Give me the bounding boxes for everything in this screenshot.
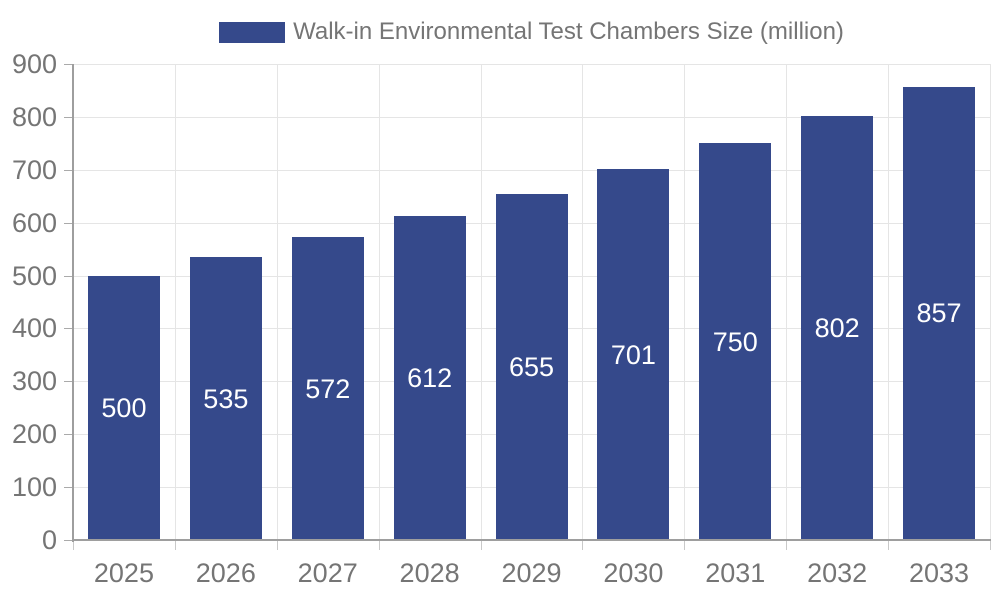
y-axis-tick-label: 400 [11,313,57,344]
x-gridline [684,64,686,540]
x-axis-tick [480,540,482,550]
y-axis-tick-label: 700 [11,154,57,185]
x-axis-tick-label: 2032 [807,558,868,588]
y-axis-tick [64,540,73,541]
y-axis-tick [64,116,73,118]
y-axis-tick [64,328,73,330]
bar [597,169,670,539]
bar-value-label: 572 [305,373,351,404]
bar-value-label: 701 [610,339,656,370]
x-axis-tick [684,540,686,550]
x-gridline [174,64,176,540]
x-axis-tick-label: 2031 [705,558,766,588]
bar [189,257,262,539]
y-axis-tick-label: 900 [11,49,57,79]
x-axis-tick-label: 2027 [297,558,358,588]
y-axis-tick [64,275,73,277]
x-axis-tick [990,540,991,550]
y-axis-tick [64,434,73,436]
y-axis-tick [64,487,73,489]
bar-value-label: 612 [407,363,453,394]
x-gridline [582,64,584,540]
bar [291,237,364,539]
legend-swatch [219,21,286,43]
bar [393,216,466,539]
y-gridline [73,64,990,65]
y-axis-tick [64,64,73,65]
x-axis-tick-label: 2029 [501,558,562,588]
y-axis-tick [64,381,73,383]
x-axis-tick [786,540,788,550]
bar [87,275,160,539]
x-axis-tick [73,540,74,550]
x-gridline [888,64,890,540]
y-axis-tick-label: 100 [11,472,57,503]
x-axis-tick-label: 2025 [93,558,154,588]
x-gridline [480,64,482,540]
bar-value-label: 857 [916,298,962,329]
bar [801,115,874,539]
x-axis-line [72,539,991,541]
y-gridline [73,116,990,118]
y-axis-tick-label: 800 [11,101,57,132]
bar-value-label: 750 [712,326,758,357]
bar-value-label: 500 [101,392,147,423]
x-gridline [990,64,991,540]
y-gridline [73,169,990,171]
x-axis-tick [888,540,890,550]
y-axis-line [72,64,74,542]
x-gridline [276,64,278,540]
x-axis-tick-label: 2033 [909,558,970,588]
x-gridline [378,64,380,540]
x-axis-tick-label: 2030 [603,558,664,588]
y-axis-tick [64,222,73,224]
bar-value-label: 655 [508,351,555,382]
bar [903,86,976,539]
x-axis-tick [582,540,584,550]
x-axis-tick-label: 2026 [195,558,256,588]
bar-value-label: 802 [814,312,860,343]
y-axis-tick-label: 0 [41,525,57,555]
x-gridline [786,64,788,540]
y-axis-tick-label: 600 [11,207,57,238]
x-axis-tick [378,540,380,550]
bar-value-label: 535 [203,383,249,414]
y-axis-tick [64,169,73,171]
bar [699,143,772,539]
chart-legend: Walk-in Environmental Test Chambers Size… [73,18,990,46]
x-axis-tick-label: 2028 [399,558,460,588]
y-axis-tick-label: 200 [11,419,57,450]
x-axis-tick [174,540,176,550]
y-axis-tick-label: 300 [11,366,57,397]
bar [495,193,568,539]
x-axis-tick [276,540,278,550]
y-axis-tick-label: 500 [11,260,57,291]
legend-label: Walk-in Environmental Test Chambers Size… [293,18,844,45]
